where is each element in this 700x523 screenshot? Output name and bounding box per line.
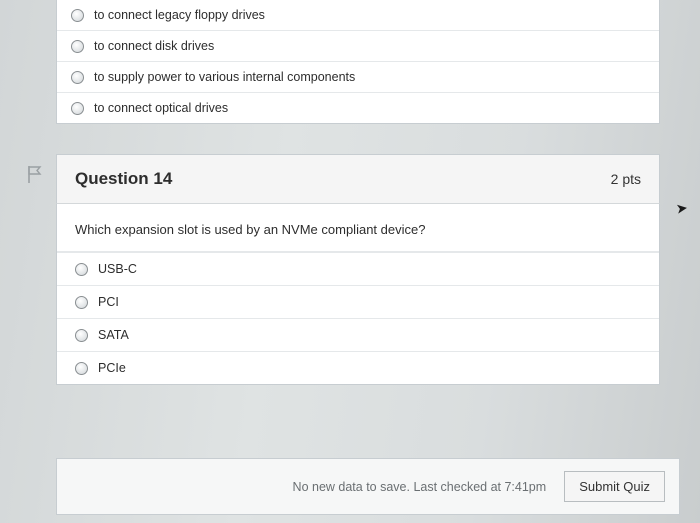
flag-icon[interactable]	[26, 164, 44, 184]
prev-option-label: to connect optical drives	[94, 101, 228, 115]
submit-quiz-button[interactable]: Submit Quiz	[564, 471, 665, 502]
radio-icon[interactable]	[75, 296, 88, 309]
radio-icon[interactable]	[75, 362, 88, 375]
radio-icon[interactable]	[71, 40, 84, 53]
question-prompt: Which expansion slot is used by an NVMe …	[57, 204, 659, 252]
prev-option-label: to connect legacy floppy drives	[94, 8, 265, 22]
prev-option-label: to supply power to various internal comp…	[94, 70, 355, 84]
question-14: Question 14 2 pts Which expansion slot i…	[56, 154, 660, 385]
prev-option-label: to connect disk drives	[94, 39, 214, 53]
option-label: USB-C	[98, 262, 137, 276]
option-pci[interactable]: PCI	[57, 285, 659, 318]
prev-option-1[interactable]: to connect disk drives	[57, 30, 659, 61]
radio-icon[interactable]	[71, 71, 84, 84]
radio-icon[interactable]	[71, 9, 84, 22]
question-points: 2 pts	[611, 171, 641, 187]
radio-icon[interactable]	[75, 329, 88, 342]
autosave-status: No new data to save. Last checked at 7:4…	[293, 480, 547, 494]
previous-question-options: to connect legacy floppy drives to conne…	[56, 0, 660, 124]
question-header: Question 14 2 pts	[56, 154, 660, 204]
quiz-footer: No new data to save. Last checked at 7:4…	[56, 458, 680, 515]
question-title: Question 14	[75, 169, 172, 189]
option-usb-c[interactable]: USB-C	[57, 252, 659, 285]
prev-option-2[interactable]: to supply power to various internal comp…	[57, 61, 659, 92]
prev-option-0[interactable]: to connect legacy floppy drives	[57, 0, 659, 30]
question-body: Which expansion slot is used by an NVMe …	[56, 204, 660, 385]
radio-icon[interactable]	[75, 263, 88, 276]
prev-option-3[interactable]: to connect optical drives	[57, 92, 659, 123]
option-sata[interactable]: SATA	[57, 318, 659, 351]
option-label: PCIe	[98, 361, 126, 375]
option-label: PCI	[98, 295, 119, 309]
radio-icon[interactable]	[71, 102, 84, 115]
option-label: SATA	[98, 328, 129, 342]
cursor-icon: ➤	[675, 199, 689, 217]
option-pcie[interactable]: PCIe	[57, 351, 659, 384]
